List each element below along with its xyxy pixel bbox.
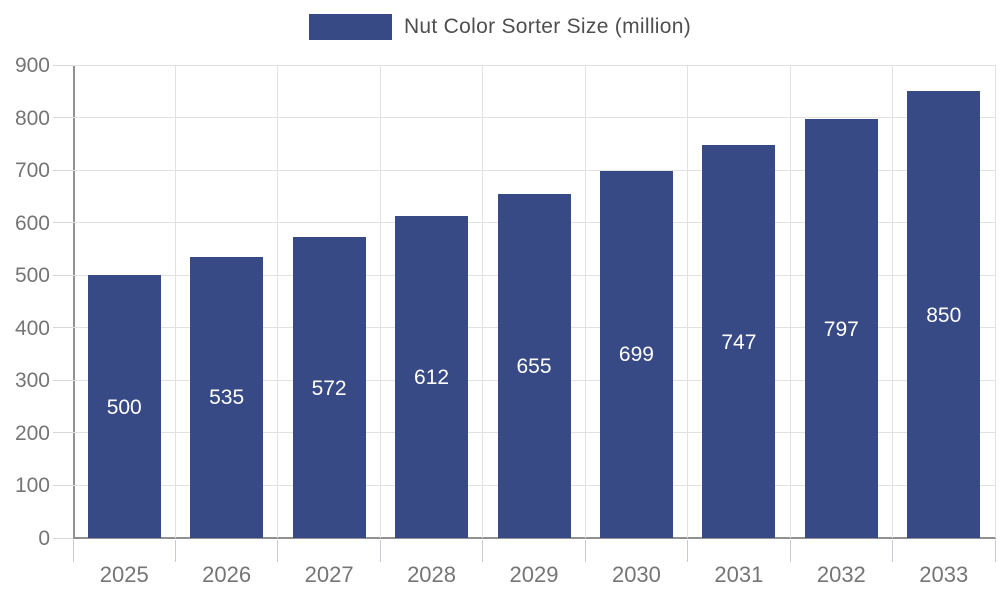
bar-2025[interactable] xyxy=(87,275,161,538)
gridline-vertical xyxy=(277,65,279,538)
x-axis-line xyxy=(73,537,996,539)
y-axis-tick xyxy=(53,379,73,381)
y-axis-tick xyxy=(53,222,73,224)
gridline-vertical xyxy=(482,65,484,538)
x-axis-tick xyxy=(174,540,176,562)
y-axis-tick xyxy=(53,484,73,486)
y-tick-label: 300 xyxy=(14,369,50,393)
gridline-horizontal xyxy=(73,64,995,66)
x-axis-tick xyxy=(584,540,586,562)
x-tick-label: 2025 xyxy=(99,562,149,587)
y-axis-tick xyxy=(53,274,73,276)
gridline-vertical xyxy=(994,65,996,538)
gridline-horizontal xyxy=(73,117,995,119)
y-axis-tick xyxy=(53,117,73,119)
bar-value-label: 797 xyxy=(823,317,859,341)
gridline-vertical xyxy=(584,65,586,538)
y-tick-label: 800 xyxy=(14,106,50,130)
bar-2030[interactable] xyxy=(599,170,673,538)
gridline-vertical xyxy=(174,65,176,538)
y-axis-line xyxy=(73,65,75,539)
x-tick-label: 2032 xyxy=(816,562,866,587)
x-axis-tick xyxy=(789,540,791,562)
x-tick-label: 2029 xyxy=(509,562,559,587)
bar-value-label: 572 xyxy=(311,376,347,400)
y-tick-label: 400 xyxy=(14,316,50,340)
x-axis-tick xyxy=(892,540,894,562)
gridline-horizontal xyxy=(73,169,995,171)
legend-item[interactable]: Nut Color Sorter Size (million) xyxy=(308,14,692,40)
legend: Nut Color Sorter Size (million) xyxy=(0,14,1000,40)
bar-2027[interactable] xyxy=(292,237,366,538)
gridline-vertical xyxy=(379,65,381,538)
legend-swatch xyxy=(308,14,392,40)
legend-label: Nut Color Sorter Size (million) xyxy=(403,15,692,38)
y-tick-label: 500 xyxy=(14,264,50,288)
bar-2026[interactable] xyxy=(190,256,264,538)
x-axis-tick xyxy=(277,540,279,562)
y-axis-tick xyxy=(53,432,73,434)
x-tick-label: 2033 xyxy=(919,562,969,587)
bar-value-label: 612 xyxy=(414,366,450,390)
y-axis-tick xyxy=(53,64,73,66)
y-tick-label: 100 xyxy=(14,474,50,498)
bar-value-label: 850 xyxy=(926,303,962,327)
bar-2032[interactable] xyxy=(804,119,878,538)
gridline-vertical xyxy=(687,65,689,538)
x-axis-tick xyxy=(994,540,996,562)
x-axis-tick xyxy=(72,540,74,562)
bar-value-label: 747 xyxy=(721,330,757,354)
bar-2033[interactable] xyxy=(907,91,981,538)
y-tick-label: 700 xyxy=(14,159,50,183)
x-tick-label: 2031 xyxy=(714,562,764,587)
bar-value-label: 500 xyxy=(106,395,142,419)
bar-2029[interactable] xyxy=(497,193,571,538)
x-tick-label: 2030 xyxy=(611,562,661,587)
y-tick-label: 0 xyxy=(38,527,50,550)
y-axis-tick xyxy=(53,327,73,329)
x-tick-label: 2026 xyxy=(202,562,252,587)
bar-value-label: 535 xyxy=(209,386,245,410)
gridline-vertical xyxy=(892,65,894,538)
bar-value-label: 699 xyxy=(618,343,654,367)
x-tick-label: 2028 xyxy=(407,562,457,587)
y-axis-tick xyxy=(53,169,73,171)
x-tick-label: 2027 xyxy=(304,562,354,587)
x-axis-tick xyxy=(379,540,381,562)
y-axis-tick xyxy=(53,537,73,539)
gridline-vertical xyxy=(789,65,791,538)
bar-2031[interactable] xyxy=(702,145,776,538)
bar-2028[interactable] xyxy=(395,216,469,538)
bar-value-label: 655 xyxy=(516,354,552,378)
y-tick-label: 200 xyxy=(14,421,50,445)
y-tick-label: 600 xyxy=(14,211,50,235)
y-tick-label: 900 xyxy=(14,54,50,77)
x-axis-tick xyxy=(687,540,689,562)
x-axis-tick xyxy=(482,540,484,562)
